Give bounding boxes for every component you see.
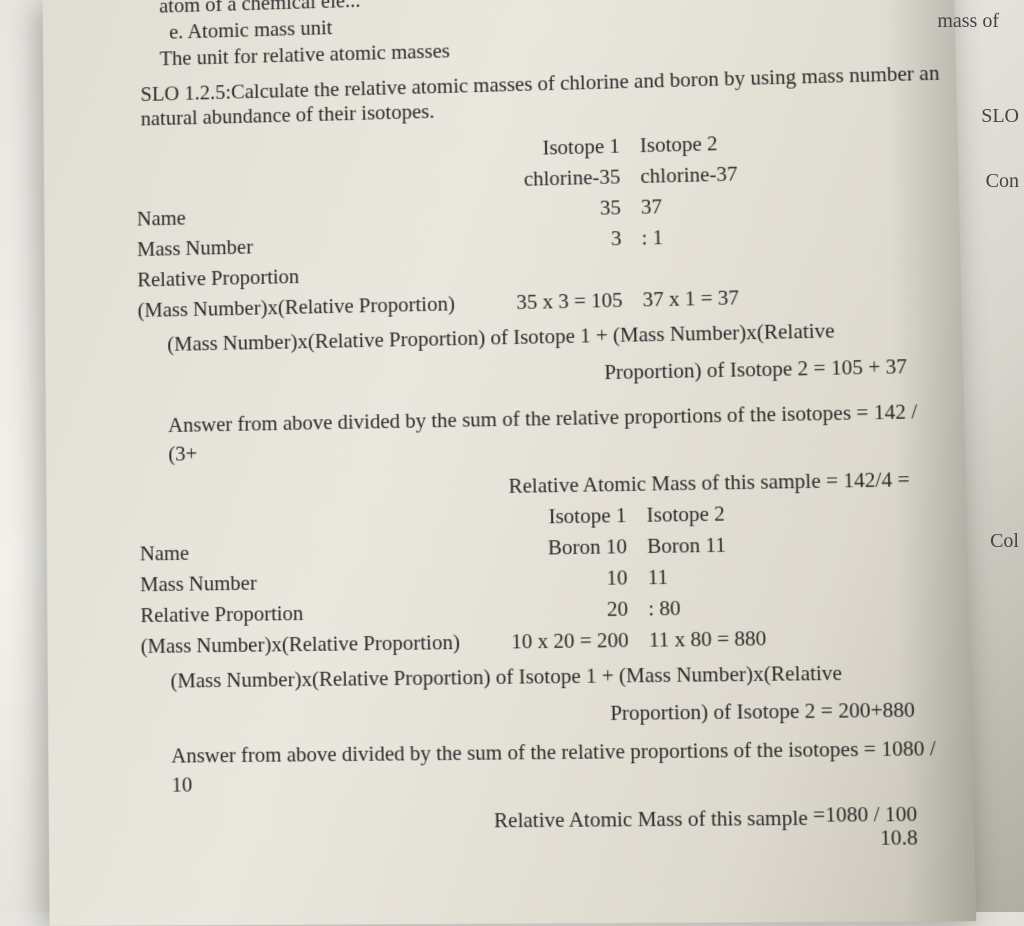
row-name: Name	[137, 199, 472, 232]
cell-prop2: 80	[659, 596, 681, 621]
formula-line: Relative Atomic Mass of this sample =108…	[172, 802, 949, 855]
table-row: (Mass Number)x(Relative Proportion) 10 x…	[141, 624, 945, 659]
f3b: =1080 / 100	[813, 802, 918, 826]
cell-name1: chlorine-35	[471, 164, 631, 193]
prop-sep: :	[648, 596, 654, 620]
cell-name2: Boron 11	[637, 531, 840, 559]
f2: Answer from above divided by the sum of …	[168, 397, 940, 470]
f1r: = 105 + 37	[813, 355, 907, 381]
cell-calc1: 35 x 3 = 105	[473, 288, 633, 316]
cell-calc2: 11 x 80 = 880	[639, 625, 842, 653]
f1a: (Mass Number)x(Relative Proportion) of I…	[167, 318, 835, 355]
cell-mass2: 11	[637, 562, 840, 590]
f1a: (Mass Number)x(Relative Proportion) of I…	[170, 661, 842, 693]
edge-text: SLO	[981, 105, 1019, 128]
prop-sep: :	[641, 226, 647, 250]
header-iso2: Isotope 2	[636, 500, 839, 528]
table-row: Name Boron 10 Boron 11	[140, 529, 942, 566]
cell-name2: chlorine-37	[630, 159, 832, 189]
table-row: Mass Number 10 11	[140, 561, 943, 597]
header-iso1: Isotope 1	[476, 503, 637, 531]
f3c: 10.8	[813, 826, 918, 850]
header-iso2: Isotope 2	[630, 128, 832, 158]
formula-line: (Mass Number)x(Relative Proportion) of I…	[167, 314, 937, 359]
cell-prop2: 1	[652, 225, 663, 249]
cell-calc2: 37 x 1 = 37	[632, 283, 834, 312]
formula-line: Proportion) of Isotope 2 = 200+880	[171, 695, 946, 733]
cell-prop1: 3	[472, 226, 632, 254]
row-mass: Mass Number	[140, 568, 477, 598]
book-page: atom of a chemical ele... e. Atomic mass…	[43, 0, 977, 926]
row-mass: Mass Number	[137, 230, 472, 262]
header-iso1: Isotope 1	[470, 134, 630, 163]
cell-mass2: 37	[631, 190, 833, 220]
row-calc: (Mass Number)x(Relative Proportion)	[141, 630, 479, 659]
edge-text: Con	[986, 170, 1019, 193]
boron-block: Isotope 1 Isotope 2 Name Boron 10 Boron …	[139, 498, 948, 859]
cell-mass1: 10	[477, 565, 638, 592]
cell-mass1: 35	[471, 195, 631, 224]
row-prop: Relative Proportion	[140, 599, 477, 628]
row-calc: (Mass Number)x(Relative Proportion)	[138, 291, 474, 323]
cell-calc1: 10 x 20 = 200	[478, 628, 639, 655]
edge-text: Col	[990, 530, 1019, 553]
f1r: = 200+880	[821, 698, 916, 723]
cell-name1: Boron 10	[476, 534, 637, 561]
formula-line: (Mass Number)x(Relative Proportion) of I…	[170, 657, 945, 696]
row-name: Name	[140, 536, 477, 566]
top-fragment: atom of a chemical ele... e. Atomic mass…	[159, 0, 450, 73]
f2: Answer from above divided by the sum of …	[171, 734, 947, 801]
edge-text: mass of	[937, 10, 999, 33]
chlorine-block: Isotope 1 Isotope 2 chlorine-35 chlorine…	[136, 126, 940, 511]
table-row: Relative Proportion 20 : 80	[140, 592, 943, 628]
f1b: Proportion) of Isotope 2	[610, 699, 816, 726]
f1b: Proportion) of Isotope 2	[604, 356, 808, 384]
row-prop: Relative Proportion	[137, 260, 472, 292]
formula-line: Proportion) of Isotope 2 = 105 + 37	[168, 352, 938, 396]
slo-block: SLO 1.2.5:Calculate the relative atomic …	[140, 60, 957, 131]
f3a: Relative Atomic Mass of this sample	[494, 805, 808, 832]
cell-prop1: 20	[477, 596, 638, 623]
